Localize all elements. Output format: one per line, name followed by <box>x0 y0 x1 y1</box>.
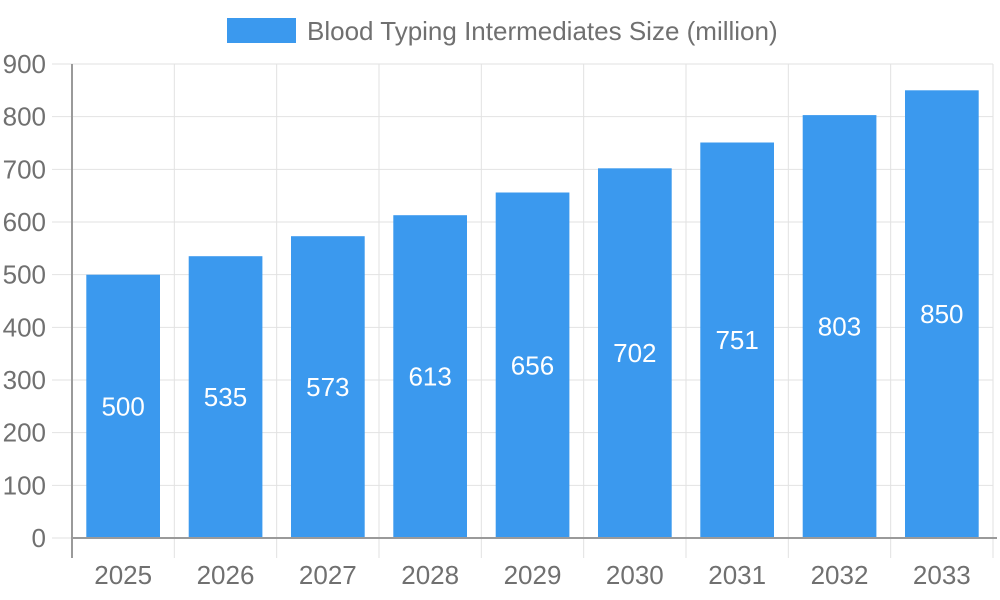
bar-2025[interactable] <box>86 274 160 538</box>
x-tick-label: 2027 <box>299 560 357 590</box>
y-tick-label: 100 <box>3 470 46 500</box>
y-tick-label: 500 <box>3 260 46 290</box>
legend-label: Blood Typing Intermediates Size (million… <box>307 15 778 46</box>
y-tick-label: 0 <box>32 523 46 553</box>
x-tick-label: 2032 <box>811 560 869 590</box>
y-tick-label: 700 <box>3 154 46 184</box>
y-tick-label: 200 <box>3 418 46 448</box>
bar-value-label: 702 <box>613 338 656 368</box>
bar-value-label: 656 <box>511 350 554 380</box>
bar-2031[interactable] <box>700 142 774 539</box>
legend-swatch-icon <box>227 18 296 43</box>
x-tick-label: 2028 <box>401 560 459 590</box>
x-tick-label: 2029 <box>504 560 562 590</box>
bar-2029[interactable] <box>495 192 570 539</box>
bar-2028[interactable] <box>393 215 467 538</box>
bar-2026[interactable] <box>188 256 263 538</box>
y-tick-label: 800 <box>3 102 46 132</box>
y-tick-label: 900 <box>3 49 46 79</box>
bar-2032[interactable] <box>802 115 877 538</box>
x-tick-label: 2033 <box>913 560 971 590</box>
y-tick-label: 400 <box>3 312 46 342</box>
bar-value-label: 613 <box>408 362 451 392</box>
x-tick-label: 2030 <box>606 560 664 590</box>
bar-value-label: 535 <box>204 382 247 412</box>
bar-value-label: 573 <box>306 372 349 402</box>
x-tick-label: 2025 <box>94 560 152 590</box>
bar-2030[interactable] <box>598 168 672 539</box>
bar-value-label: 500 <box>101 391 144 421</box>
bar-value-label: 850 <box>920 299 963 329</box>
bar-2027[interactable] <box>291 236 365 538</box>
bar-2033[interactable] <box>905 90 979 539</box>
x-tick-label: 2026 <box>197 560 255 590</box>
bar-value-label: 803 <box>818 312 861 342</box>
bar-value-label: 751 <box>715 325 758 355</box>
x-tick-label: 2031 <box>708 560 766 590</box>
legend-item[interactable]: Blood Typing Intermediates Size (million… <box>227 15 778 46</box>
y-tick-label: 600 <box>3 207 46 237</box>
y-tick-label: 300 <box>3 365 46 395</box>
